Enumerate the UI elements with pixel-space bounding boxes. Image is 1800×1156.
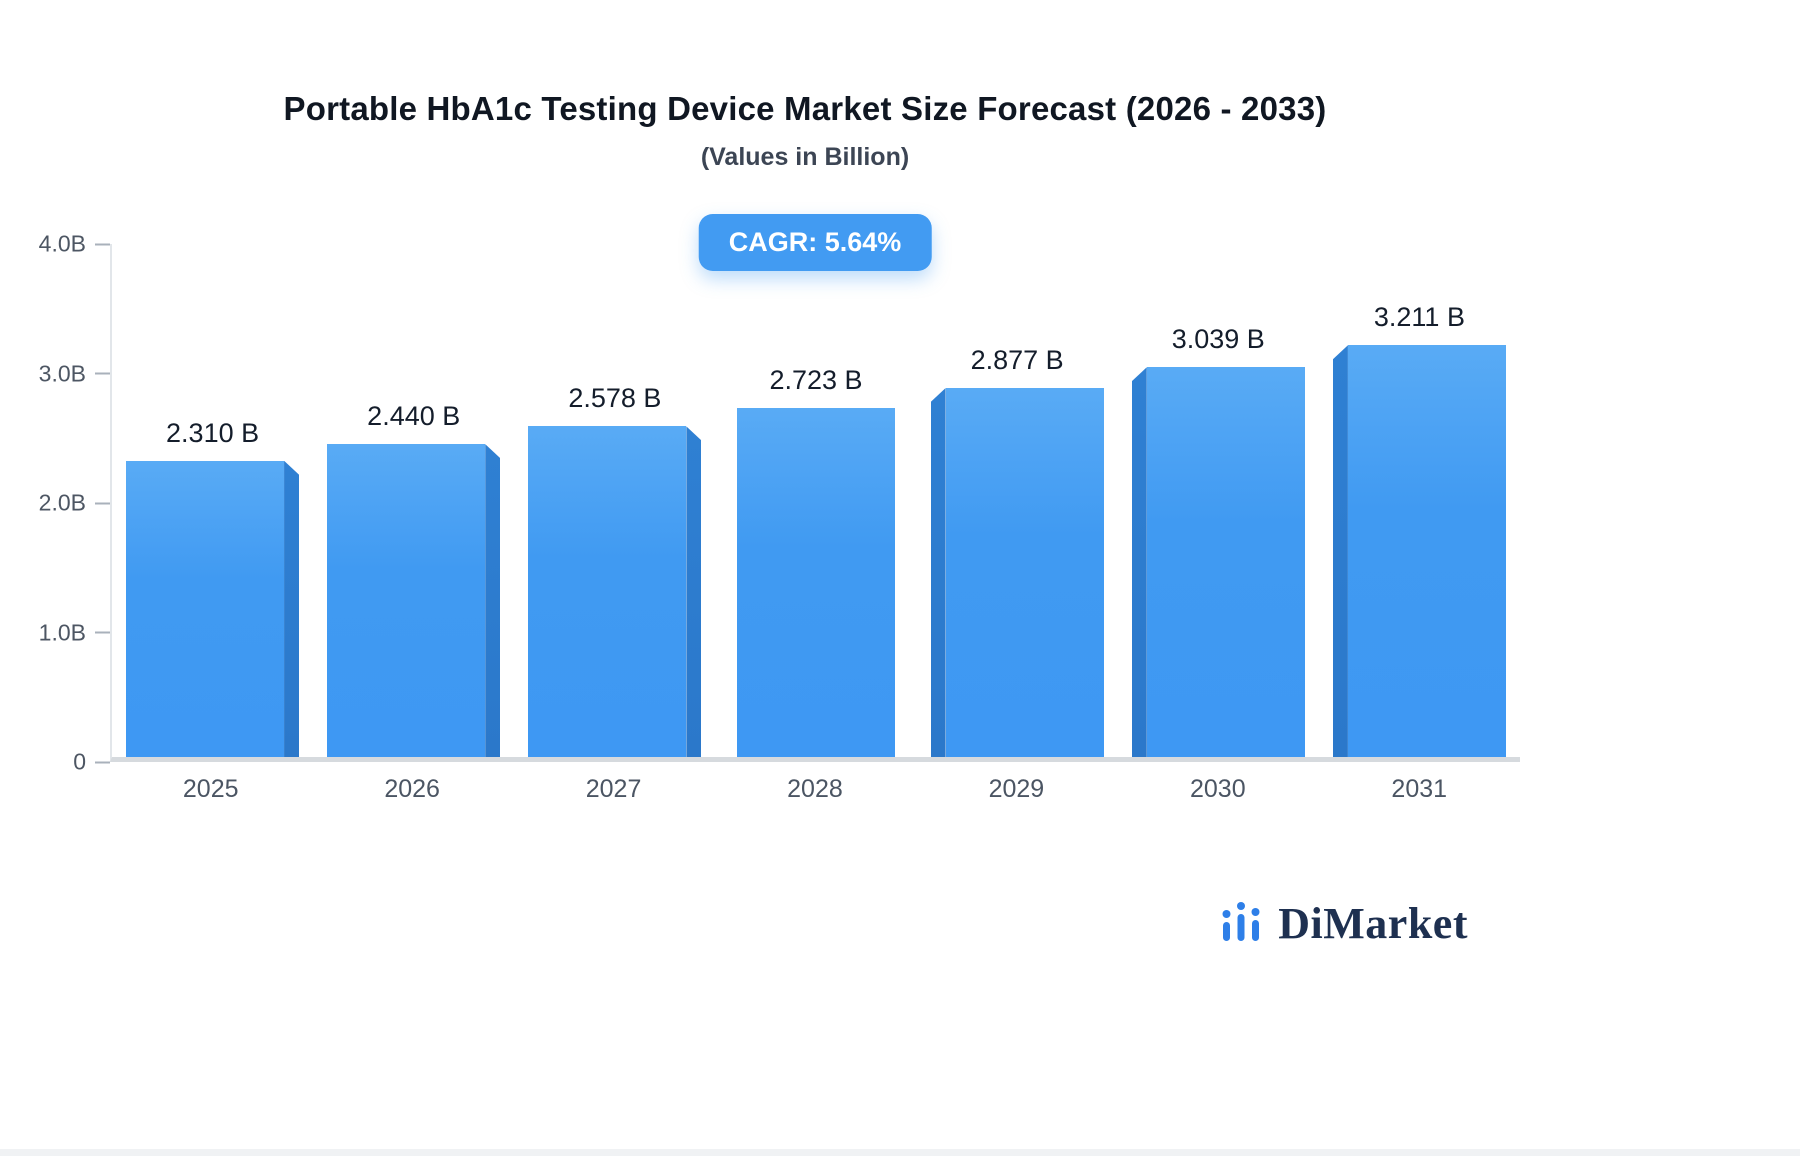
bar-side-face (686, 426, 702, 757)
tick-mark (95, 631, 110, 634)
bar-chart-icon (1222, 901, 1260, 941)
bar-2025[interactable] (126, 460, 300, 757)
bar-slot: 2.723 B (715, 244, 916, 757)
dimarket-logo: DiMarket (1217, 898, 1468, 949)
bar-side-face (1131, 367, 1147, 757)
bar-side-face (284, 460, 300, 757)
bar-value-label: 2.310 B (166, 417, 260, 448)
plot-area: 2.310 B 2.440 B 2.578 B 2.723 B 2.877 B 3.039… (110, 244, 1520, 762)
bar-slot: 3.211 B (1319, 244, 1520, 757)
bar-face (1347, 345, 1506, 757)
tick-mark (95, 761, 110, 763)
bar-side-face (930, 388, 946, 757)
bar-face (945, 388, 1104, 757)
y-tick: 2.0B (39, 490, 110, 517)
cagr-badge: CAGR: 5.64% (698, 214, 932, 271)
bar-face (327, 444, 486, 757)
bar-value-label: 3.039 B (1171, 324, 1265, 355)
bar-slot: 2.578 B (514, 244, 715, 757)
x-tick-label: 2025 (182, 775, 239, 803)
x-tick-label: 2031 (1391, 775, 1448, 803)
bar-2030[interactable] (1131, 367, 1305, 757)
bar-value-label: 2.440 B (367, 401, 461, 432)
chart-title: Portable HbA1c Testing Device Market Siz… (283, 90, 1327, 127)
y-tick-label: 3.0B (38, 360, 86, 386)
page-bottom-edge (0, 1149, 1800, 1156)
chart-header: Portable HbA1c Testing Device Market Siz… (0, 0, 1800, 172)
tick-mark (95, 372, 110, 375)
bar-side-face (1332, 345, 1348, 757)
y-tick: 1.0B (39, 619, 110, 646)
bar-side-face (485, 444, 501, 757)
y-tick-label: 1.0B (38, 619, 86, 645)
logo-text: DiMarket (1278, 899, 1468, 948)
x-tick-label: 2029 (988, 775, 1045, 803)
bar-slot: 2.877 B (917, 244, 1118, 757)
y-tick: 4.0B (39, 231, 110, 258)
x-tick-label: 2026 (384, 775, 440, 803)
bar-2026[interactable] (327, 444, 501, 757)
bar-value-label: 2.877 B (970, 345, 1064, 376)
y-tick: 0 (73, 749, 110, 776)
chart-area: CAGR: 5.64% 4.0B 3.0B 2.0B 1.0B 0 2.310 B 2.4… (0, 214, 1520, 804)
bar-face (126, 460, 285, 757)
bar-face (528, 426, 687, 757)
x-tick-label: 2030 (1190, 775, 1246, 803)
x-axis: 2025 2026 2027 2028 2029 2030 2031 (110, 775, 1520, 804)
bar-value-label: 2.578 B (568, 383, 662, 414)
y-tick-label: 0 (73, 748, 86, 775)
tick-mark (95, 502, 110, 504)
bar-value-label: 2.723 B (769, 364, 863, 395)
bar-face (1146, 367, 1305, 757)
bar-2029[interactable] (930, 388, 1104, 757)
x-tick-label: 2027 (585, 775, 642, 803)
y-axis: 4.0B 3.0B 2.0B 1.0B 0 (0, 231, 110, 775)
bar-slot: 2.440 B (313, 244, 514, 757)
bar-2031[interactable] (1332, 345, 1506, 757)
y-tick: 3.0B (39, 360, 110, 387)
bar-2027[interactable] (528, 426, 702, 757)
bar-slot: 3.039 B (1118, 244, 1319, 757)
bar-slot: 2.310 B (112, 244, 313, 757)
tick-mark (95, 243, 110, 245)
y-tick-label: 4.0B (38, 230, 86, 257)
y-tick-label: 2.0B (38, 489, 86, 516)
bar-face (736, 407, 895, 757)
bar-value-label: 3.211 B (1373, 302, 1465, 333)
x-tick-label: 2028 (787, 775, 843, 803)
chart-subtitle: (Values in Billion) (700, 143, 910, 171)
bar-2028[interactable] (736, 407, 895, 757)
